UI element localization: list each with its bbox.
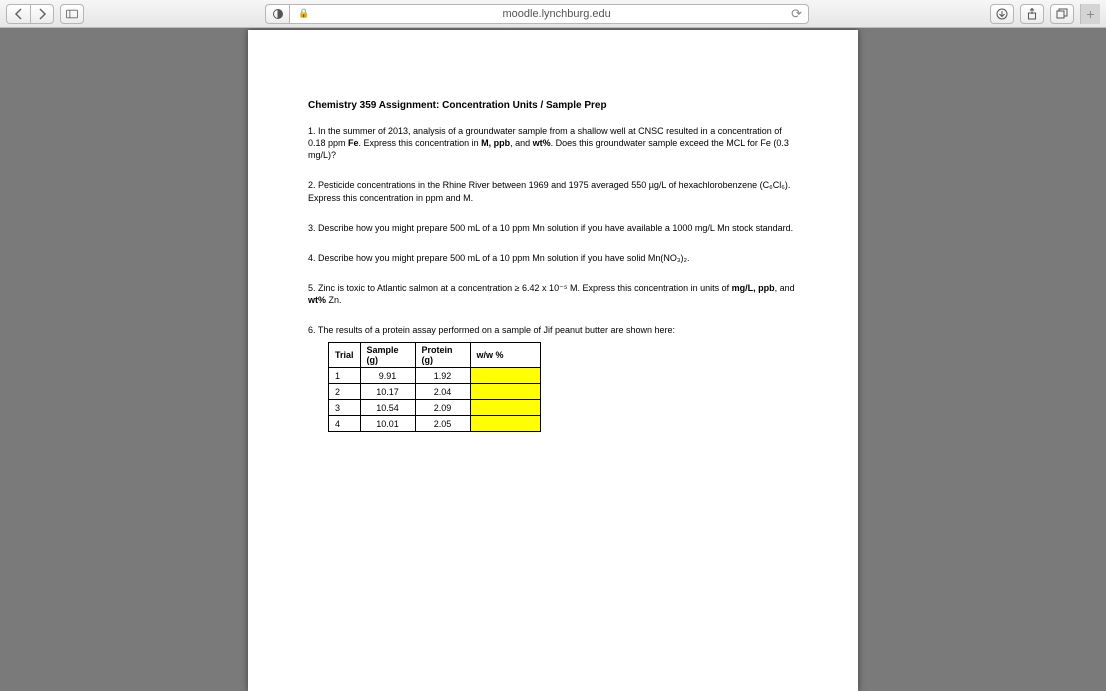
cell-protein: 2.09: [415, 400, 470, 416]
cell-ww: [470, 400, 540, 416]
new-tab-button[interactable]: +: [1080, 4, 1100, 24]
protein-table: Trial Sample (g) Protein (g) w/w % 1 9.9…: [328, 342, 541, 432]
header-trial: Trial: [329, 343, 361, 368]
cell-protein: 1.92: [415, 368, 470, 384]
q1-bold-units: M, ppb: [481, 138, 510, 148]
table-header-row: Trial Sample (g) Protein (g) w/w %: [329, 343, 541, 368]
cell-trial: 4: [329, 416, 361, 432]
table-row: 2 10.17 2.04: [329, 384, 541, 400]
browser-toolbar: 🔒 moodle.lynchburg.edu ⟳ +: [0, 0, 1106, 28]
q5-text-c: , and: [775, 283, 795, 293]
content-area: Chemistry 359 Assignment: Concentration …: [0, 28, 1106, 691]
reload-button[interactable]: ⟳: [791, 6, 802, 22]
cell-ww: [470, 416, 540, 432]
sidebar-button[interactable]: [60, 4, 84, 24]
q5-text-e: Zn.: [326, 295, 342, 305]
question-6: 6. The results of a protein assay perfor…: [308, 324, 798, 336]
cell-sample: 10.01: [360, 416, 415, 432]
back-button[interactable]: [6, 4, 30, 24]
cell-protein: 2.05: [415, 416, 470, 432]
cell-trial: 2: [329, 384, 361, 400]
downloads-button[interactable]: [990, 4, 1014, 24]
document-title: Chemistry 359 Assignment: Concentration …: [308, 100, 798, 111]
cell-sample: 9.91: [360, 368, 415, 384]
header-protein: Protein (g): [415, 343, 470, 368]
lock-icon: 🔒: [298, 8, 309, 19]
right-toolbar: [990, 4, 1074, 24]
reader-button[interactable]: [265, 4, 289, 24]
table-row: 1 9.91 1.92: [329, 368, 541, 384]
cell-ww: [470, 384, 540, 400]
q5-text-a: 5. Zinc is toxic to Atlantic salmon at a…: [308, 283, 732, 293]
q5-bold-units: mg/L, ppb: [732, 283, 775, 293]
q1-bold-wt: wt%: [533, 138, 551, 148]
table-row: 4 10.01 2.05: [329, 416, 541, 432]
cell-trial: 1: [329, 368, 361, 384]
question-2: 2. Pesticide concentrations in the Rhine…: [308, 179, 798, 203]
cell-protein: 2.04: [415, 384, 470, 400]
share-button[interactable]: [1020, 4, 1044, 24]
q1-text-e: , and: [510, 138, 533, 148]
nav-group: [6, 4, 54, 24]
question-5: 5. Zinc is toxic to Atlantic salmon at a…: [308, 282, 798, 306]
cell-trial: 3: [329, 400, 361, 416]
header-ww: w/w %: [470, 343, 540, 368]
document-page: Chemistry 359 Assignment: Concentration …: [248, 30, 858, 691]
header-sample: Sample (g): [360, 343, 415, 368]
table-row: 3 10.54 2.09: [329, 400, 541, 416]
cell-sample: 10.54: [360, 400, 415, 416]
url-text: moodle.lynchburg.edu: [313, 8, 800, 20]
forward-button[interactable]: [30, 4, 54, 24]
question-1: 1. In the summer of 2013, analysis of a …: [308, 125, 798, 161]
question-4: 4. Describe how you might prepare 500 mL…: [308, 252, 798, 264]
question-3: 3. Describe how you might prepare 500 mL…: [308, 222, 798, 234]
cell-sample: 10.17: [360, 384, 415, 400]
tabs-button[interactable]: [1050, 4, 1074, 24]
q1-bold-fe: Fe: [348, 138, 359, 148]
q5-bold-wt: wt%: [308, 295, 326, 305]
address-bar[interactable]: 🔒 moodle.lynchburg.edu ⟳: [289, 4, 809, 24]
cell-ww: [470, 368, 540, 384]
address-bar-wrap: 🔒 moodle.lynchburg.edu ⟳: [96, 4, 978, 24]
q1-text-c: . Express this concentration in: [359, 138, 482, 148]
